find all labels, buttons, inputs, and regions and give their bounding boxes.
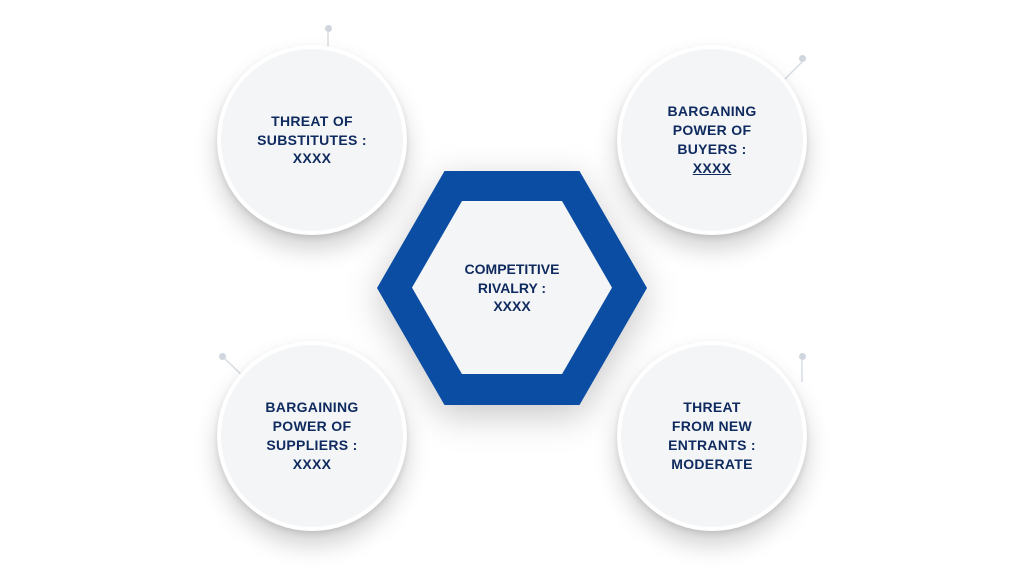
node-buyers: BARGANING POWER OF BUYERS : XXXX bbox=[617, 45, 807, 235]
decorative-dot-1 bbox=[799, 55, 806, 62]
node-entrants: THREAT FROM NEW ENTRANTS : MODERATE bbox=[617, 341, 807, 531]
node-buyers-value: XXXX bbox=[693, 160, 732, 176]
node-substitutes-label: THREAT OF SUBSTITUTES : XXXX bbox=[257, 112, 367, 169]
center-label: COMPETITIVE RIVALRY : XXXX bbox=[445, 260, 580, 317]
node-buyers-l1: BARGANING bbox=[667, 103, 756, 119]
node-suppliers-l2: POWER OF bbox=[273, 418, 352, 434]
node-substitutes-l2: SUBSTITUTES : bbox=[257, 132, 367, 148]
node-entrants-l3: ENTRANTS : bbox=[668, 437, 756, 453]
node-entrants-value: MODERATE bbox=[671, 456, 752, 472]
center-line1: COMPETITIVE bbox=[465, 261, 560, 277]
node-substitutes: THREAT OF SUBSTITUTES : XXXX bbox=[217, 45, 407, 235]
node-suppliers-value: XXXX bbox=[293, 456, 332, 472]
decorative-dot-3 bbox=[799, 353, 806, 360]
node-entrants-l2: FROM NEW bbox=[672, 418, 752, 434]
node-suppliers-label: BARGAINING POWER OF SUPPLIERS : XXXX bbox=[265, 398, 358, 474]
node-suppliers-l1: BARGAINING bbox=[265, 399, 358, 415]
hexagon-inner: COMPETITIVE RIVALRY : XXXX bbox=[412, 201, 612, 375]
node-substitutes-value: XXXX bbox=[293, 150, 332, 166]
node-buyers-l3: BUYERS : bbox=[677, 141, 746, 157]
node-suppliers-l3: SUPPLIERS : bbox=[266, 437, 357, 453]
node-entrants-l1: THREAT bbox=[683, 399, 741, 415]
node-suppliers: BARGAINING POWER OF SUPPLIERS : XXXX bbox=[217, 341, 407, 531]
decorative-dot-0 bbox=[325, 25, 332, 32]
node-buyers-l2: POWER OF bbox=[673, 122, 752, 138]
node-entrants-label: THREAT FROM NEW ENTRANTS : MODERATE bbox=[668, 398, 756, 474]
five-forces-diagram: COMPETITIVE RIVALRY : XXXX THREAT OF SUB… bbox=[0, 0, 1024, 576]
decorative-dot-2 bbox=[219, 353, 226, 360]
node-buyers-label: BARGANING POWER OF BUYERS : XXXX bbox=[667, 102, 756, 178]
node-substitutes-l1: THREAT OF bbox=[271, 113, 353, 129]
center-value: XXXX bbox=[493, 298, 530, 314]
center-line2: RIVALRY : bbox=[478, 280, 546, 296]
